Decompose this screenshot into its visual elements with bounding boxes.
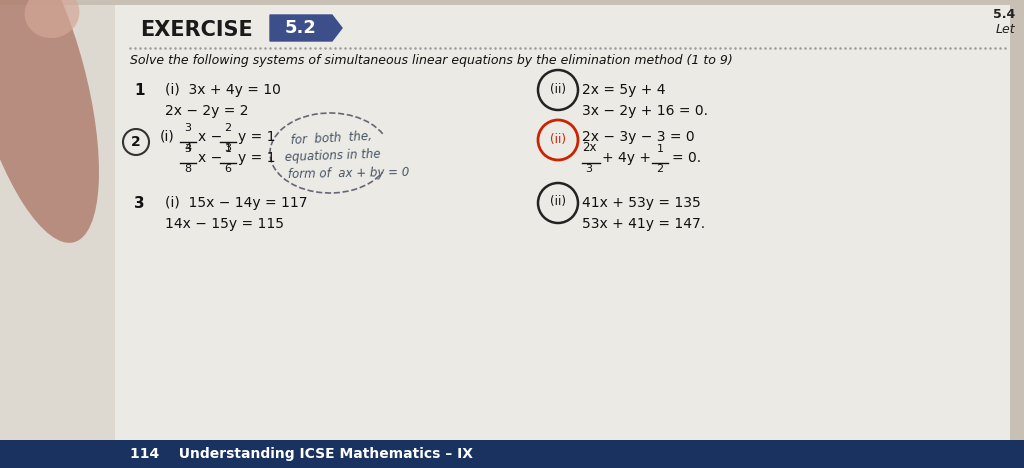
FancyBboxPatch shape (110, 5, 1010, 463)
Text: 2x − 3y − 3 = 0: 2x − 3y − 3 = 0 (582, 130, 694, 144)
Text: 3: 3 (134, 196, 144, 211)
Circle shape (538, 183, 578, 223)
Text: (ii): (ii) (550, 132, 566, 146)
Polygon shape (270, 15, 342, 41)
Text: y = 1: y = 1 (238, 130, 275, 144)
Text: 2: 2 (656, 164, 664, 174)
Text: Let: Let (995, 23, 1015, 36)
Text: 2x: 2x (582, 141, 597, 154)
FancyBboxPatch shape (0, 440, 1024, 468)
Text: = 0.: = 0. (672, 151, 701, 165)
Text: for  both  the,: for both the, (290, 130, 372, 147)
Text: 3: 3 (585, 164, 592, 174)
Text: 41x + 53y = 135: 41x + 53y = 135 (582, 196, 700, 210)
Text: Solve the following systems of simultaneous linear equations by the elimination : Solve the following systems of simultane… (130, 54, 733, 67)
Text: 5.2: 5.2 (285, 19, 317, 37)
Text: (i): (i) (160, 130, 175, 144)
Text: x −: x − (198, 151, 222, 165)
Ellipse shape (0, 0, 99, 243)
Text: (ii): (ii) (550, 82, 566, 95)
Text: 3: 3 (184, 144, 191, 154)
Text: + 4y +: + 4y + (602, 151, 651, 165)
Text: 2x − 2y = 2: 2x − 2y = 2 (165, 104, 249, 118)
Text: 4: 4 (184, 143, 191, 153)
Text: 8: 8 (184, 164, 191, 174)
Text: EXERCISE: EXERCISE (140, 20, 253, 40)
Text: (i)  3x + 4y = 10: (i) 3x + 4y = 10 (165, 83, 281, 97)
Text: y = 1: y = 1 (238, 151, 275, 165)
Text: 53x + 41y = 147.: 53x + 41y = 147. (582, 217, 706, 231)
Text: (ii): (ii) (550, 196, 566, 209)
Text: 3: 3 (184, 123, 191, 133)
Text: 1: 1 (656, 144, 664, 154)
Text: 14x − 15y = 115: 14x − 15y = 115 (165, 217, 284, 231)
Text: 5.4: 5.4 (992, 8, 1015, 21)
Circle shape (123, 129, 150, 155)
Circle shape (538, 120, 578, 160)
Circle shape (538, 70, 578, 110)
Text: 2x = 5y + 4: 2x = 5y + 4 (582, 83, 666, 97)
Text: x −: x − (198, 130, 222, 144)
Text: 6: 6 (224, 164, 231, 174)
Text: 3: 3 (224, 143, 231, 153)
Text: 1: 1 (224, 144, 231, 154)
Text: 114    Understanding ICSE Mathematics – IX: 114 Understanding ICSE Mathematics – IX (130, 447, 473, 461)
Text: 2: 2 (131, 135, 141, 149)
Text: 3x − 2y + 16 = 0.: 3x − 2y + 16 = 0. (582, 104, 708, 118)
FancyBboxPatch shape (0, 5, 115, 463)
Text: equations in the: equations in the (285, 148, 381, 164)
Text: form of  ax + by = 0: form of ax + by = 0 (288, 166, 410, 181)
Ellipse shape (25, 0, 80, 38)
Text: (i)  15x − 14y = 117: (i) 15x − 14y = 117 (165, 196, 307, 210)
Text: 2: 2 (224, 123, 231, 133)
Text: 1: 1 (134, 83, 144, 98)
